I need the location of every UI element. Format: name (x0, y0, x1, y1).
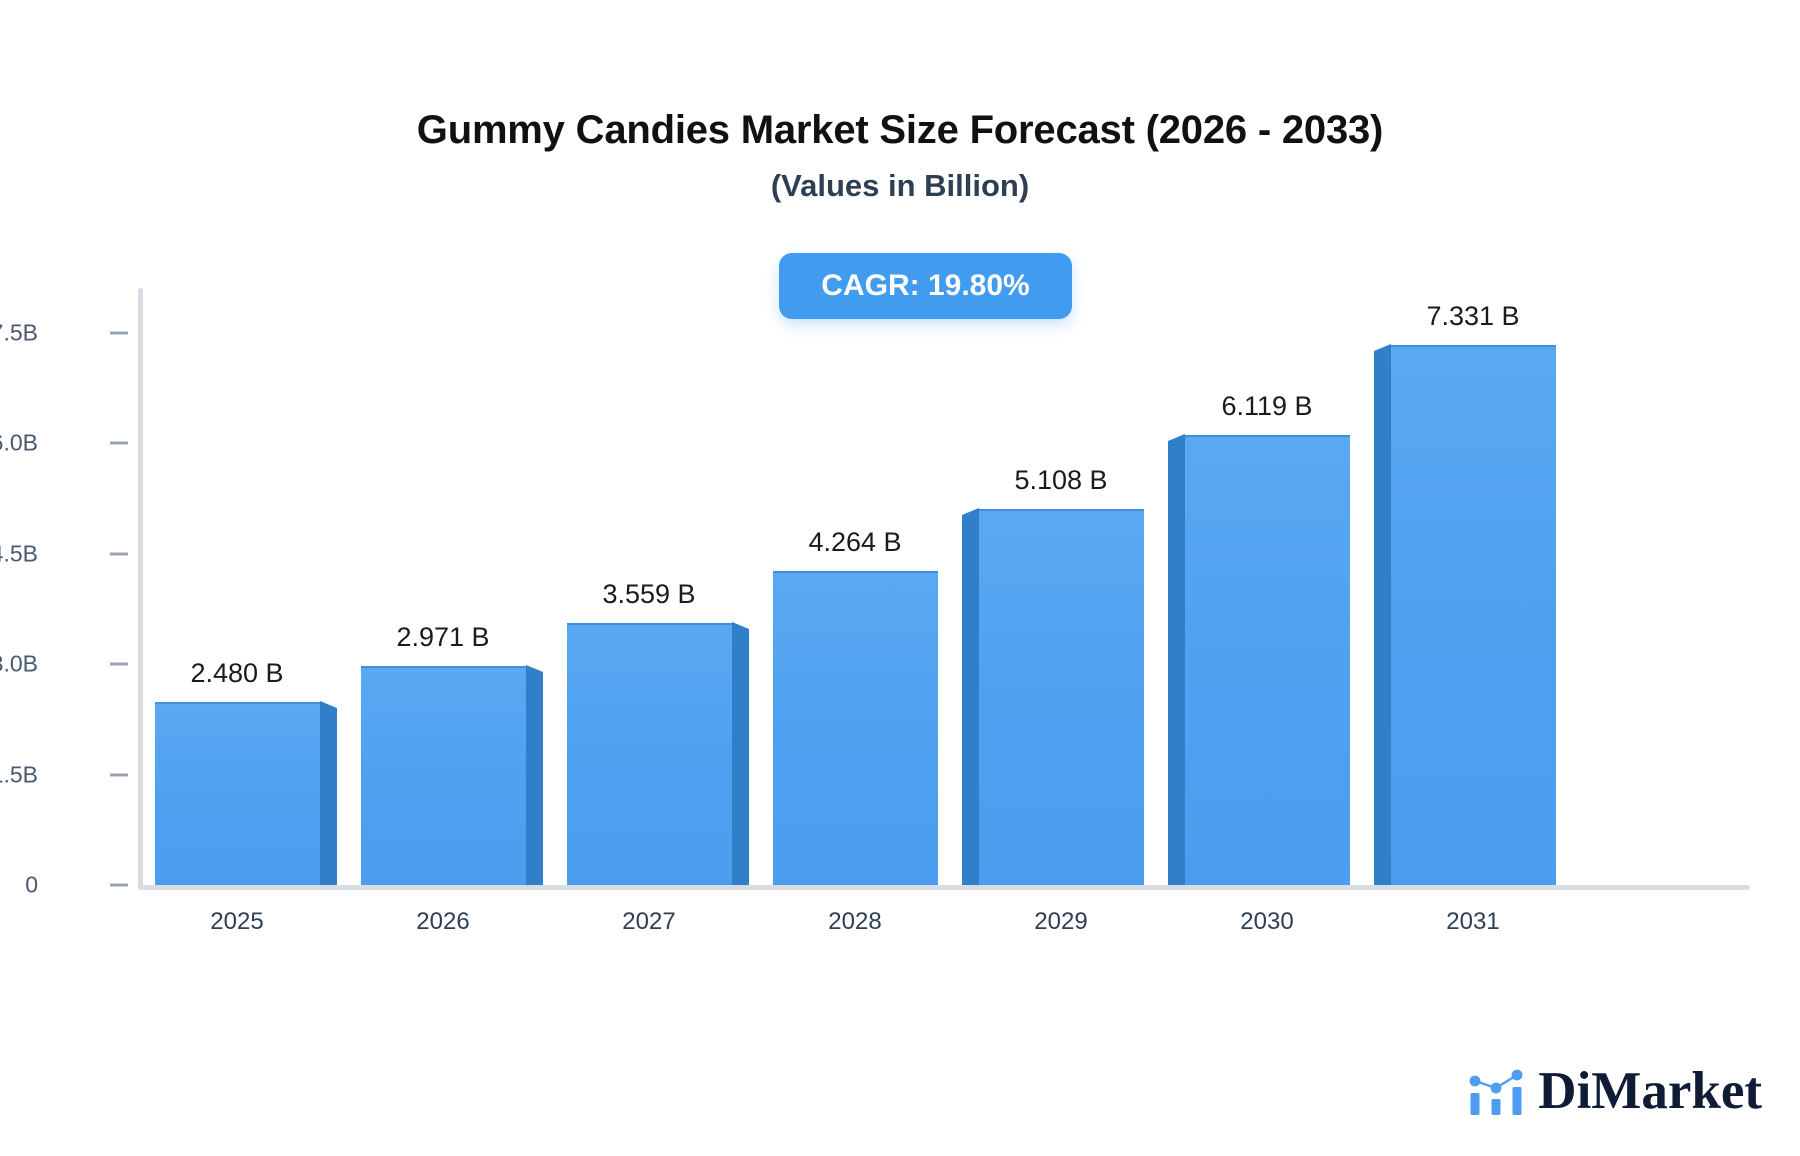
bar-side-panel (731, 629, 749, 885)
bar-2027 (566, 606, 749, 885)
dimarket-logo: DiMarket (1468, 1065, 1762, 1118)
y-axis-tick-mark (110, 773, 128, 777)
bar-side-panel (1373, 351, 1391, 885)
bar-value-label: 4.264 B (808, 527, 902, 558)
y-axis-tick-mark (110, 331, 128, 335)
y-axis-tick-label: 4.5B (0, 540, 38, 567)
y-axis-line (138, 288, 143, 888)
bar-side-bevel (319, 701, 337, 709)
x-axis-tick-label: 2029 (1034, 908, 1088, 935)
bar-value-label: 3.559 B (602, 579, 696, 610)
bar-front-face (360, 666, 526, 885)
x-axis-tick-label: 2028 (828, 908, 882, 935)
bar-side-panel (319, 708, 337, 885)
bar-2028 (772, 554, 955, 885)
bar-side-panel (1167, 440, 1185, 885)
bar-2031 (1373, 328, 1573, 885)
bar-side-panel (525, 672, 543, 885)
y-axis-tick-label: 7.5B (0, 319, 38, 346)
bar-side-panel (961, 515, 979, 885)
bar-chart-trend-icon (1468, 1068, 1524, 1116)
bar-front-face (566, 623, 732, 885)
x-axis-tick-label: 2027 (622, 908, 676, 935)
bar-front-face (1184, 434, 1350, 885)
bar-2029 (961, 492, 1161, 885)
bar-2030 (1167, 418, 1367, 885)
cagr-badge: CAGR: 19.80% (779, 253, 1072, 319)
y-axis-tick-label: 3.0B (0, 650, 38, 677)
y-axis-tick-mark (110, 552, 128, 556)
bar-2026 (360, 649, 543, 885)
bar-side-bevel (1373, 344, 1391, 352)
chart-subtitle: (Values in Billion) (770, 168, 1030, 203)
bar-2025 (154, 685, 337, 885)
bar-value-label: 2.480 B (190, 658, 284, 689)
x-axis-line (138, 885, 1750, 890)
y-axis-tick-mark (110, 883, 128, 887)
bar-value-label: 2.971 B (396, 622, 490, 653)
y-axis-tick-label: 0 (25, 871, 38, 898)
x-axis-tick-label: 2026 (416, 908, 470, 935)
bar-front-face (772, 571, 938, 885)
cagr-badge-label: CAGR: 19.80% (821, 269, 1030, 302)
bar-side-bevel (961, 508, 979, 516)
bar-value-label: 7.331 B (1426, 301, 1520, 332)
logo-wordmark: DiMarket (1538, 1062, 1762, 1120)
y-axis-tick-label: 6.0B (0, 429, 38, 456)
y-axis-tick-label: 1.5B (0, 761, 38, 788)
x-axis-tick-label: 2025 (210, 908, 264, 935)
bar-front-face (978, 509, 1144, 885)
chart-title: Gummy Candies Market Size Forecast (2026… (416, 108, 1384, 152)
bar-value-label: 5.108 B (1014, 465, 1108, 496)
plot-area: 0 1.5B 3.0B 4.5B 6.0B 7.5B 2.480 B 2.971 B 3.55… (0, 288, 1798, 935)
x-axis-tick-label: 2031 (1446, 908, 1500, 935)
bar-value-label: 6.119 B (1221, 390, 1313, 421)
bar-side-bevel (525, 665, 543, 673)
y-axis-tick-mark (110, 441, 128, 445)
bar-side-bevel (731, 622, 749, 630)
x-axis-tick-label: 2030 (1240, 908, 1294, 935)
bar-side-bevel (1167, 433, 1185, 441)
y-axis-tick-mark (110, 662, 128, 666)
bar-front-face (1390, 345, 1556, 885)
bar-front-face (154, 702, 320, 885)
